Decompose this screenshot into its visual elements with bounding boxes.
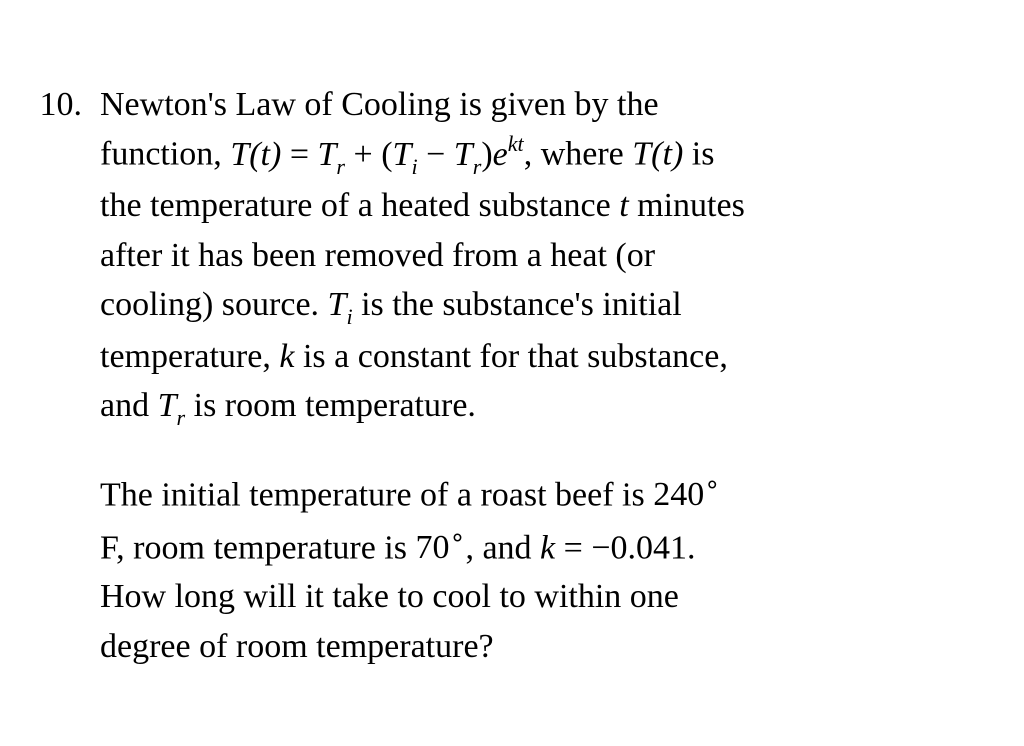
problem-number: 10. — [20, 80, 100, 129]
degree-icon-2: ∘ — [449, 523, 465, 552]
temp-initial: 240∘ — [653, 476, 720, 513]
text: function, — [100, 136, 222, 173]
text: The initial temperature of a roast beef … — [100, 476, 645, 513]
value-240: 240 — [653, 476, 704, 513]
text: is a constant for that substance, — [303, 338, 728, 375]
k-value: −0.041 — [591, 529, 687, 566]
page: 10. Newton's Law of Cooling is given by … — [0, 0, 1024, 746]
var-T-of-t: T(t) — [230, 136, 281, 173]
var-t: t — [619, 187, 628, 224]
degree-icon: ∘ — [704, 470, 720, 499]
close-paren: ) — [481, 136, 492, 173]
text: . — [687, 529, 696, 566]
text: after it has been removed from a heat (o… — [100, 237, 655, 274]
text: and — [100, 387, 149, 424]
text: degree of room temperature? — [100, 628, 494, 665]
sub-i2: i — [346, 304, 352, 329]
problem-block: 10. Newton's Law of Cooling is given by … — [20, 80, 984, 705]
text: is — [692, 136, 715, 173]
var-k: k — [279, 338, 294, 375]
var-Ti-inline: Ti — [328, 286, 353, 323]
var-e: e — [493, 136, 508, 173]
sup-kt: kt — [508, 131, 524, 156]
sub-r: r — [336, 154, 345, 179]
text: , where — [524, 136, 624, 173]
temp-room: 70∘ — [415, 529, 465, 566]
text: temperature, — [100, 338, 271, 375]
var-Tr-inline: Tr — [158, 387, 186, 424]
text: Newton's Law of Cooling is given by the — [100, 86, 659, 123]
text: minutes — [637, 187, 745, 224]
open-paren: ( — [381, 136, 392, 173]
equals-2: = — [564, 529, 583, 566]
problem-body: Newton's Law of Cooling is given by the … — [100, 80, 984, 705]
paragraph-2: The initial temperature of a roast beef … — [100, 467, 984, 671]
sub-r2: r — [473, 154, 482, 179]
var-Tr: T — [318, 136, 337, 173]
plus: + — [354, 136, 373, 173]
var-k2: k — [540, 529, 555, 566]
sub-r3: r — [177, 405, 186, 430]
var-T-of-t-2: T(t) — [632, 136, 683, 173]
minus: − — [426, 136, 445, 173]
k-expr: k = −0.041 — [540, 529, 687, 566]
text: How long will it take to cool to within … — [100, 578, 679, 615]
text: F, room temperature is — [100, 529, 407, 566]
text: cooling) source. — [100, 286, 319, 323]
var-Ti: T — [393, 136, 412, 173]
equation: T(t) = Tr + (Ti − Tr)ekt — [230, 136, 523, 173]
text: is the substance's initial — [361, 286, 682, 323]
var-Tr3: T — [158, 387, 177, 424]
var-Tr2: T — [454, 136, 473, 173]
text: the temperature of a heated substance — [100, 187, 611, 224]
var-Ti2: T — [328, 286, 347, 323]
text: is room temperature. — [194, 387, 476, 424]
value-70: 70 — [415, 529, 449, 566]
sub-i: i — [411, 154, 417, 179]
paragraph-1: Newton's Law of Cooling is given by the … — [100, 80, 984, 433]
text: , and — [465, 529, 531, 566]
equals: = — [290, 136, 309, 173]
